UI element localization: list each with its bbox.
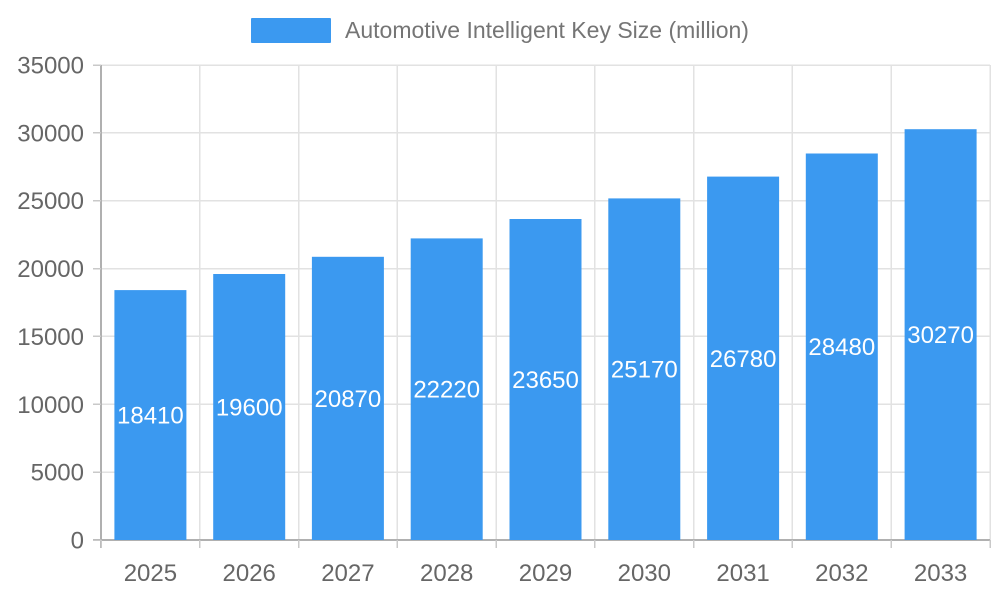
y-tick-label: 15000 <box>17 324 84 351</box>
y-tick-label: 10000 <box>17 392 84 419</box>
x-tick-label: 2031 <box>716 560 769 587</box>
bar-value-label: 26780 <box>710 346 777 373</box>
x-tick-label: 2028 <box>420 560 473 587</box>
y-tick-label: 20000 <box>17 256 84 283</box>
y-tick-label: 35000 <box>17 53 84 80</box>
bar-value-label: 18410 <box>117 403 184 430</box>
bar-2033[interactable] <box>904 129 977 540</box>
x-tick-label: 2030 <box>618 560 671 587</box>
legend-label: Automotive Intelligent Key Size (million… <box>345 17 749 43</box>
bar-2030[interactable] <box>608 198 681 540</box>
bar-value-label: 25170 <box>611 357 678 384</box>
x-tick-label: 2032 <box>815 560 868 587</box>
x-tick-label: 2025 <box>124 560 177 587</box>
legend[interactable]: Automotive Intelligent Key Size (million… <box>0 17 1000 44</box>
y-tick-label: 5000 <box>31 460 84 487</box>
bar-2031[interactable] <box>707 176 780 540</box>
bar-value-label: 20870 <box>315 386 382 413</box>
bar-value-label: 23650 <box>512 367 579 394</box>
x-tick-label: 2027 <box>321 560 374 587</box>
bar-2032[interactable] <box>805 153 878 541</box>
legend-swatch <box>251 18 332 43</box>
bar-2026[interactable] <box>213 274 286 540</box>
bar-value-label: 30270 <box>907 322 974 349</box>
y-tick-label: 30000 <box>17 120 84 147</box>
bar-2029[interactable] <box>509 219 582 540</box>
x-tick-label: 2029 <box>519 560 572 587</box>
y-tick-label: 0 <box>71 528 84 555</box>
bar-value-label: 22220 <box>413 377 480 404</box>
bar-value-label: 19600 <box>216 395 283 422</box>
x-tick-label: 2026 <box>223 560 276 587</box>
x-tick-label: 2033 <box>914 560 967 587</box>
bar-2027[interactable] <box>311 256 384 540</box>
bar-2028[interactable] <box>410 238 483 540</box>
y-tick-label: 25000 <box>17 188 84 215</box>
bar-value-label: 28480 <box>808 334 875 361</box>
bar-2025[interactable] <box>114 290 187 540</box>
